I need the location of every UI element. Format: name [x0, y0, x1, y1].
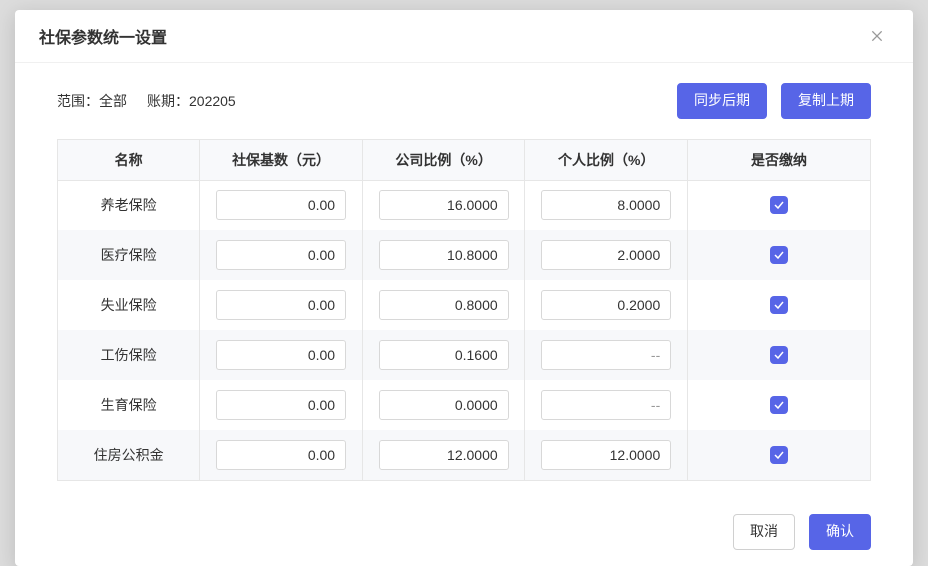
pay-checkbox[interactable]: [770, 296, 788, 314]
base-input[interactable]: [216, 240, 346, 270]
row-base-cell: [200, 230, 363, 280]
modal-body: 范围：全部 账期：202205 同步后期 复制上期 名称 社保基数（元） 公司比…: [15, 63, 913, 498]
insurance-params-table: 名称 社保基数（元） 公司比例（%） 个人比例（%） 是否缴纳 养老保险医疗保险…: [57, 139, 871, 481]
info-row: 范围：全部 账期：202205 同步后期 复制上期: [57, 83, 871, 119]
info-right: 同步后期 复制上期: [677, 83, 871, 119]
row-pay-cell: [688, 280, 871, 330]
row-personal-cell: [525, 280, 688, 330]
checkbox-checked-icon: [770, 446, 788, 464]
personal-rate-input[interactable]: [541, 340, 671, 370]
th-base: 社保基数（元）: [200, 139, 363, 180]
checkbox-checked-icon: [770, 246, 788, 264]
table-row: 养老保险: [58, 180, 871, 230]
checkbox-checked-icon: [770, 346, 788, 364]
th-company-rate: 公司比例（%）: [362, 139, 525, 180]
row-company-cell: [362, 380, 525, 430]
base-input[interactable]: [216, 190, 346, 220]
pay-checkbox[interactable]: [770, 346, 788, 364]
table-row: 生育保险: [58, 380, 871, 430]
company-rate-input[interactable]: [379, 440, 509, 470]
row-company-cell: [362, 330, 525, 380]
period-value: 202205: [189, 93, 236, 109]
checkbox-checked-icon: [770, 396, 788, 414]
row-company-cell: [362, 430, 525, 480]
period-field: 账期：202205: [147, 91, 236, 111]
row-personal-cell: [525, 180, 688, 230]
row-name: 工伤保险: [58, 330, 200, 380]
row-pay-cell: [688, 430, 871, 480]
row-personal-cell: [525, 430, 688, 480]
period-label: 账期：: [147, 93, 189, 109]
row-personal-cell: [525, 380, 688, 430]
row-name: 生育保险: [58, 380, 200, 430]
th-name: 名称: [58, 139, 200, 180]
checkbox-checked-icon: [770, 296, 788, 314]
company-rate-input[interactable]: [379, 390, 509, 420]
table-row: 医疗保险: [58, 230, 871, 280]
row-name: 住房公积金: [58, 430, 200, 480]
personal-rate-input[interactable]: [541, 390, 671, 420]
th-personal-rate: 个人比例（%）: [525, 139, 688, 180]
modal-header: 社保参数统一设置: [15, 10, 913, 63]
social-insurance-settings-modal: 社保参数统一设置 范围：全部 账期：202205 同步后期 复制上期: [15, 10, 913, 566]
row-name: 医疗保险: [58, 230, 200, 280]
row-base-cell: [200, 280, 363, 330]
cancel-button[interactable]: 取消: [733, 514, 795, 550]
row-pay-cell: [688, 230, 871, 280]
pay-checkbox[interactable]: [770, 196, 788, 214]
row-pay-cell: [688, 330, 871, 380]
row-company-cell: [362, 280, 525, 330]
row-base-cell: [200, 430, 363, 480]
row-company-cell: [362, 230, 525, 280]
personal-rate-input[interactable]: [541, 190, 671, 220]
row-name: 养老保险: [58, 180, 200, 230]
row-name: 失业保险: [58, 280, 200, 330]
close-button[interactable]: [865, 24, 889, 48]
close-icon: [869, 28, 885, 44]
company-rate-input[interactable]: [379, 190, 509, 220]
confirm-button[interactable]: 确认: [809, 514, 871, 550]
pay-checkbox[interactable]: [770, 246, 788, 264]
table-row: 失业保险: [58, 280, 871, 330]
company-rate-input[interactable]: [379, 240, 509, 270]
row-base-cell: [200, 330, 363, 380]
row-personal-cell: [525, 330, 688, 380]
modal-title: 社保参数统一设置: [39, 24, 167, 48]
row-base-cell: [200, 380, 363, 430]
base-input[interactable]: [216, 390, 346, 420]
company-rate-input[interactable]: [379, 290, 509, 320]
scope-field: 范围：全部: [57, 91, 127, 111]
sync-next-period-button[interactable]: 同步后期: [677, 83, 767, 119]
modal-footer: 取消 确认: [15, 498, 913, 566]
row-pay-cell: [688, 380, 871, 430]
scope-label: 范围：: [57, 93, 99, 109]
personal-rate-input[interactable]: [541, 240, 671, 270]
pay-checkbox[interactable]: [770, 446, 788, 464]
base-input[interactable]: [216, 340, 346, 370]
row-company-cell: [362, 180, 525, 230]
base-input[interactable]: [216, 290, 346, 320]
copy-prev-period-button[interactable]: 复制上期: [781, 83, 871, 119]
base-input[interactable]: [216, 440, 346, 470]
scope-value: 全部: [99, 93, 127, 109]
th-pay: 是否缴纳: [688, 139, 871, 180]
table-row: 工伤保险: [58, 330, 871, 380]
personal-rate-input[interactable]: [541, 440, 671, 470]
row-pay-cell: [688, 180, 871, 230]
row-base-cell: [200, 180, 363, 230]
table-row: 住房公积金: [58, 430, 871, 480]
personal-rate-input[interactable]: [541, 290, 671, 320]
pay-checkbox[interactable]: [770, 396, 788, 414]
checkbox-checked-icon: [770, 196, 788, 214]
company-rate-input[interactable]: [379, 340, 509, 370]
info-left: 范围：全部 账期：202205: [57, 91, 236, 111]
row-personal-cell: [525, 230, 688, 280]
